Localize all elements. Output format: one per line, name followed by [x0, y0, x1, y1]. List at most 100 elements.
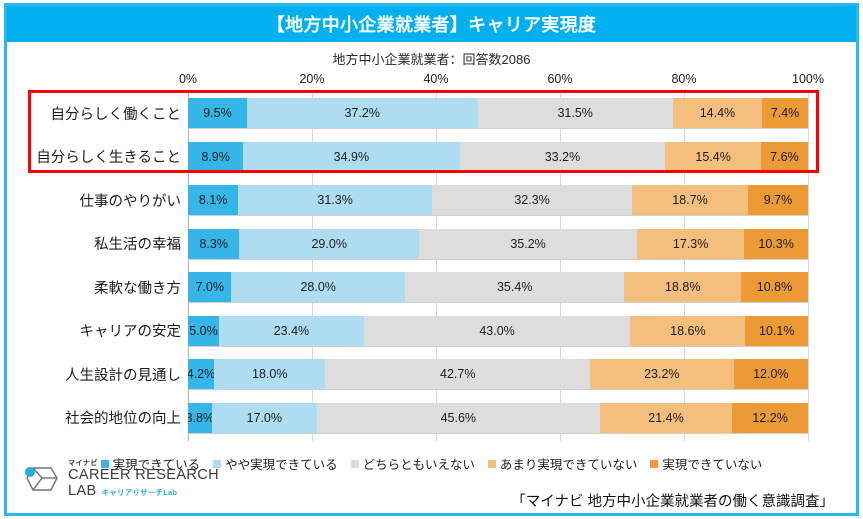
page-title: 【地方中小企業就業者】キャリア実現度 — [266, 15, 597, 35]
row-baseline — [188, 258, 808, 260]
category-label: 人生設計の見通し — [65, 367, 181, 384]
chart-card: 【地方中小企業就業者】キャリア実現度 地方中小企業就業者：回答数2086 0% 2… — [4, 3, 859, 516]
legend-label: やや実現できている — [225, 458, 338, 472]
chart-legend: 実現できている やや実現できている どちらともいえない あまり実現できていない 実現でき… — [7, 454, 856, 473]
bar-segment: 7.0% — [188, 272, 232, 302]
gridline-20 — [312, 93, 313, 441]
legend-label: 実現できていない — [662, 458, 763, 472]
category-label: 社会的地位の向上 — [65, 411, 181, 427]
bar-segment: 28.0% — [231, 272, 405, 302]
row-baseline — [188, 432, 808, 434]
bar-segment: 34.9% — [243, 141, 460, 172]
gridline-80 — [684, 93, 685, 441]
row-baseline — [188, 171, 808, 173]
bar-segment: 7.4% — [762, 98, 808, 128]
logo-lab-line: LAB — [68, 483, 97, 500]
logo-text: マイナビ CAREER RESEARCH LAB キャリアリサーチLab — [68, 458, 219, 499]
bar-segment: 43.0% — [363, 315, 631, 346]
x-axis-tick-20: 20% — [299, 72, 325, 86]
gridline-60 — [560, 93, 561, 441]
legend-swatch-icon — [213, 459, 222, 468]
bar-segment: 12.0% — [733, 359, 808, 389]
legend-swatch-icon — [487, 459, 496, 468]
row-baseline — [188, 302, 808, 303]
bar-segment: 18.8% — [624, 272, 741, 302]
bar-segment: 18.6% — [630, 315, 746, 346]
bar-segment: 31.3% — [238, 185, 433, 215]
gridline-0 — [188, 93, 189, 441]
bar-segment: 35.4% — [404, 272, 625, 302]
legend-label: 実現できている — [112, 458, 201, 472]
legend-item[interactable]: あまり実現できていない — [487, 454, 638, 473]
bar-segment: 42.7% — [325, 359, 590, 389]
row-baseline — [188, 128, 808, 129]
row-baseline — [188, 345, 808, 347]
bar-segment: 8.9% — [188, 141, 244, 172]
x-axis-tick-100: 100% — [792, 72, 824, 86]
bar-segment: 9.5% — [188, 98, 247, 128]
chart-row: キャリアの安定 5.0% 23.4% 43.0% 18.6% 10.1% — [80, 315, 808, 346]
bar-segment: 23.4% — [218, 315, 364, 346]
gridline-40 — [436, 93, 437, 441]
bar-segment: 14.4% — [672, 98, 763, 128]
legend-item[interactable]: やや実現できている — [213, 454, 338, 473]
legend-item[interactable]: 実現できていない — [650, 454, 762, 473]
legend-swatch-icon — [350, 459, 359, 468]
bar-segment: 9.7% — [747, 185, 808, 215]
bar-segment: 23.2% — [589, 359, 734, 389]
title-bar: 【地方中小企業就業者】キャリア実現度 — [7, 6, 856, 42]
legend-label: あまり実現できていない — [499, 458, 638, 472]
bar-segment: 8.1% — [188, 185, 239, 215]
gridline-100 — [808, 93, 809, 441]
logo-sub-row: LAB キャリアリサーチLab — [68, 483, 219, 499]
bar-segment: 35.2% — [419, 228, 638, 259]
bar-segment: 31.5% — [477, 98, 673, 128]
bar-segment: 12.2% — [732, 402, 808, 433]
legend-label: どちらともいえない — [362, 458, 475, 472]
chart-row: 仕事のやりがい 8.1% 31.3% 32.3% 18.7% 9.7% — [80, 185, 808, 215]
chart-row: 自分らしく働くこと 9.5% 37.2% 31.5% 14.4% 7.4% — [51, 98, 808, 128]
x-axis-tick-40: 40% — [423, 72, 449, 86]
chart-row: 人生設計の見通し 4.2% 18.0% 42.7% 23.2% 12.0% — [65, 359, 808, 389]
legend-item[interactable]: どちらともいえない — [350, 454, 475, 473]
career-research-lab-logo: マイナビ CAREER RESEARCH LAB キャリアリサーチLab — [21, 458, 219, 499]
logo-kana: マイナビ — [68, 460, 98, 467]
legend-swatch-icon — [650, 459, 659, 468]
bar-segment: 18.7% — [632, 185, 748, 215]
bar-segment: 5.0% — [188, 315, 219, 346]
bar-segment: 4.2% — [188, 359, 214, 389]
chart-row: 自分らしく生きること 8.9% 34.9% 33.2% 15.4% 7.6% — [36, 141, 808, 172]
bar-segment: 32.3% — [432, 185, 633, 215]
row-baseline — [188, 215, 808, 216]
chart-row: 私生活の幸福 8.3% 29.0% 35.2% 17.3% 10.3% — [94, 228, 808, 259]
category-label: 柔軟な働き方 — [94, 280, 181, 297]
category-label: 自分らしく働くこと — [50, 106, 182, 123]
bar-segment: 17.0% — [211, 402, 317, 433]
bar-segment: 15.4% — [665, 141, 761, 172]
bar-segment: 10.1% — [745, 315, 808, 346]
chart-subtitle: 地方中小企業就業者：回答数2086 — [332, 52, 531, 67]
category-label: キャリアの安定 — [79, 324, 182, 340]
bar-segment: 17.3% — [637, 228, 745, 259]
category-label: 私生活の幸福 — [94, 237, 181, 253]
chart-row: 柔軟な働き方 7.0% 28.0% 35.4% 18.8% 10.8% — [94, 272, 808, 302]
logo-main-line: CAREER RESEARCH — [68, 467, 220, 483]
category-label: 仕事のやりがい — [79, 193, 182, 210]
logo-mark-icon — [25, 466, 58, 491]
bar-segment: 37.2% — [246, 98, 478, 128]
bar-segment: 45.6% — [316, 402, 600, 433]
source-caption: 「マイナビ 地方中小企業就業者の働く意識調査」 — [511, 494, 834, 510]
chart-plot-area: 0% 20% 40% 60% 80% 100% 自分らしく働くこと 9.5% 37.2% 31.5… — [36, 72, 824, 441]
bar-segment: 10.3% — [744, 228, 808, 259]
logo-jp-line: キャリアリサーチLab — [101, 488, 178, 498]
bar-segment: 8.3% — [188, 228, 240, 259]
bar-segment: 7.6% — [760, 141, 808, 172]
bar-segment: 18.0% — [214, 359, 326, 389]
bar-segment: 29.0% — [239, 228, 420, 259]
bar-segment: 10.8% — [741, 272, 808, 302]
chart-row: 社会的地位の向上 3.8%17.0%45.6%21.4%12.2% — [65, 402, 808, 433]
legend-item[interactable]: 実現できている — [100, 454, 201, 473]
category-label: 自分らしく生きること — [36, 150, 181, 166]
x-axis-tick-60: 60% — [547, 72, 573, 86]
x-axis-tick-80: 80% — [671, 72, 697, 86]
